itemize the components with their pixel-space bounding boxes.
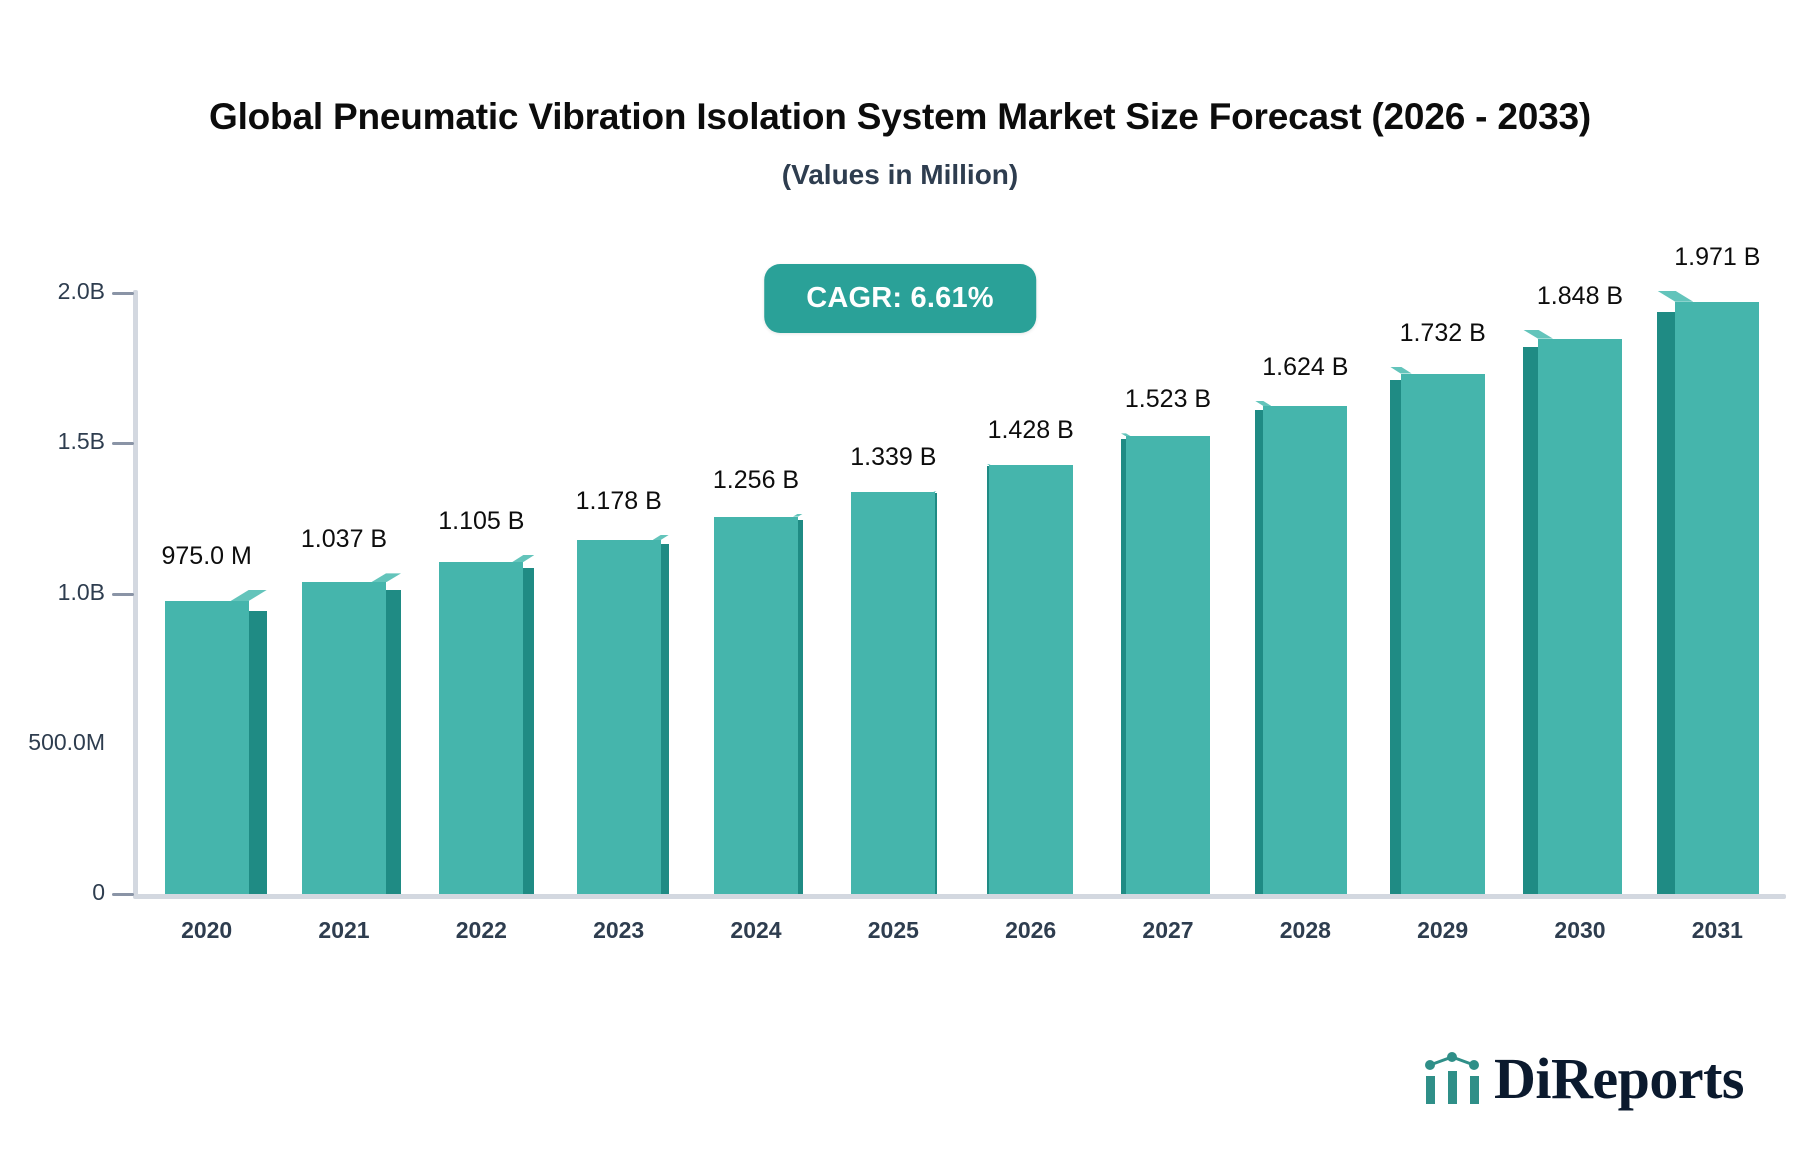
brand-name: DiReports <box>1493 1046 1745 1111</box>
y-axis-tick-mark <box>112 292 134 295</box>
bar-top-face <box>933 490 938 492</box>
bar-side-face <box>248 611 267 894</box>
bar-side-face <box>1523 346 1538 894</box>
bar-face <box>439 561 524 894</box>
bar <box>302 573 401 894</box>
y-axis-tick-label: 2.0B <box>57 278 105 304</box>
bar-value-label: 1.037 B <box>300 525 388 554</box>
x-axis-tick-label: 2023 <box>593 917 645 943</box>
bar-top-face <box>230 590 267 601</box>
bar-face <box>302 582 386 894</box>
bar <box>1657 290 1760 894</box>
bar-value-label: 1.256 B <box>712 465 800 494</box>
bar-value-label: 1.339 B <box>850 442 937 471</box>
bar-face <box>1126 436 1210 894</box>
y-axis-line <box>133 290 138 898</box>
x-axis-tick-label: 2025 <box>867 917 919 943</box>
y-axis-tick-label: 500.0M <box>28 728 105 755</box>
bar-face <box>576 540 661 894</box>
bar-value-label: 1.624 B <box>1262 352 1349 381</box>
bar <box>1255 400 1348 894</box>
bar-top-face <box>652 535 669 540</box>
bar-side-face <box>523 567 535 894</box>
bar-side-face <box>660 544 669 894</box>
bar-value-label: 1.971 B <box>1674 242 1761 271</box>
bar-side-face <box>935 492 938 894</box>
y-axis-tick-mark <box>112 592 134 596</box>
bar-side-face <box>1389 379 1401 894</box>
bar-value-label: 1.848 B <box>1536 281 1624 310</box>
page-title: Global Pneumatic Vibration Isolation Sys… <box>209 96 1591 137</box>
bar <box>1389 366 1485 894</box>
bar-value-label: 1.523 B <box>1124 385 1212 414</box>
bar-value-label: 1.105 B <box>438 506 525 535</box>
x-axis-line <box>133 894 1786 899</box>
bar-top-face <box>1657 290 1694 302</box>
bar <box>576 535 669 894</box>
bar-face <box>1263 405 1348 894</box>
chart-header: Global Pneumatic Vibration Isolation Sys… <box>0 96 1800 191</box>
bar-side-face <box>1657 311 1676 894</box>
bar-top-face <box>1389 366 1412 374</box>
bar-top-face <box>371 573 401 583</box>
x-axis-tick-label: 2024 <box>730 917 782 943</box>
bar-face <box>1538 338 1622 894</box>
bar-top-face <box>1523 329 1553 339</box>
bar-top-face <box>986 463 991 465</box>
y-axis-tick-mark <box>112 442 134 446</box>
bar <box>714 513 803 894</box>
x-axis-tick-label: 2031 <box>1691 917 1743 943</box>
y-axis-tick-label: 0 <box>92 879 105 905</box>
y-axis-tick-label: 1.0B <box>57 578 105 605</box>
bar-face <box>164 601 249 894</box>
x-axis-tick-label: 2030 <box>1554 917 1606 943</box>
bar-value-label: 1.732 B <box>1399 318 1486 347</box>
bar-face <box>714 516 798 894</box>
bar <box>439 554 535 894</box>
bar-side-face <box>1255 409 1264 894</box>
bar-top-face <box>512 554 535 562</box>
bar <box>1523 329 1622 894</box>
bar-value-label: 975.0 M <box>161 542 252 570</box>
brand-logo: DiReports <box>1422 1046 1745 1111</box>
bar-face <box>1400 373 1485 894</box>
chart-plot-area: 0 500.0M 1.0B 1.5B 2.0B 975.0 M 1.037 B 1.105 … <box>28 242 1786 943</box>
x-axis-tick-label: 2021 <box>318 917 370 943</box>
bar <box>851 490 938 894</box>
chart-subtitle: (Values in Million) <box>781 159 1019 190</box>
bar-top-face <box>1121 433 1131 437</box>
bar-side-face <box>986 465 989 894</box>
bar-chart-icon <box>1424 1052 1479 1104</box>
cagr-badge: CAGR: 6.61% <box>764 264 1036 333</box>
bar-side-face <box>798 519 803 894</box>
y-axis-tick-label: 1.5B <box>57 428 105 455</box>
x-axis-tick-label: 2020 <box>181 917 233 943</box>
bar-top-face <box>793 513 803 517</box>
x-axis-tick-label: 2022 <box>455 917 507 943</box>
bar-face <box>988 464 1073 894</box>
bar-face <box>851 491 936 894</box>
x-axis-tick-label: 2027 <box>1142 917 1194 943</box>
x-axis-tick-label: 2029 <box>1417 917 1469 943</box>
x-axis-tick-label: 2028 <box>1279 917 1331 943</box>
bar-value-label: 1.428 B <box>987 415 1074 444</box>
bar-side-face <box>386 590 401 894</box>
bar <box>164 590 267 894</box>
bar <box>986 463 1073 894</box>
bar-side-face <box>1121 439 1126 894</box>
y-axis-tick-mark <box>112 893 134 896</box>
bar <box>1121 433 1210 894</box>
x-axis-tick-label: 2026 <box>1005 917 1057 943</box>
bar-face <box>1675 301 1760 894</box>
bar-value-label: 1.178 B <box>575 487 662 515</box>
bar-top-face <box>1255 400 1272 406</box>
